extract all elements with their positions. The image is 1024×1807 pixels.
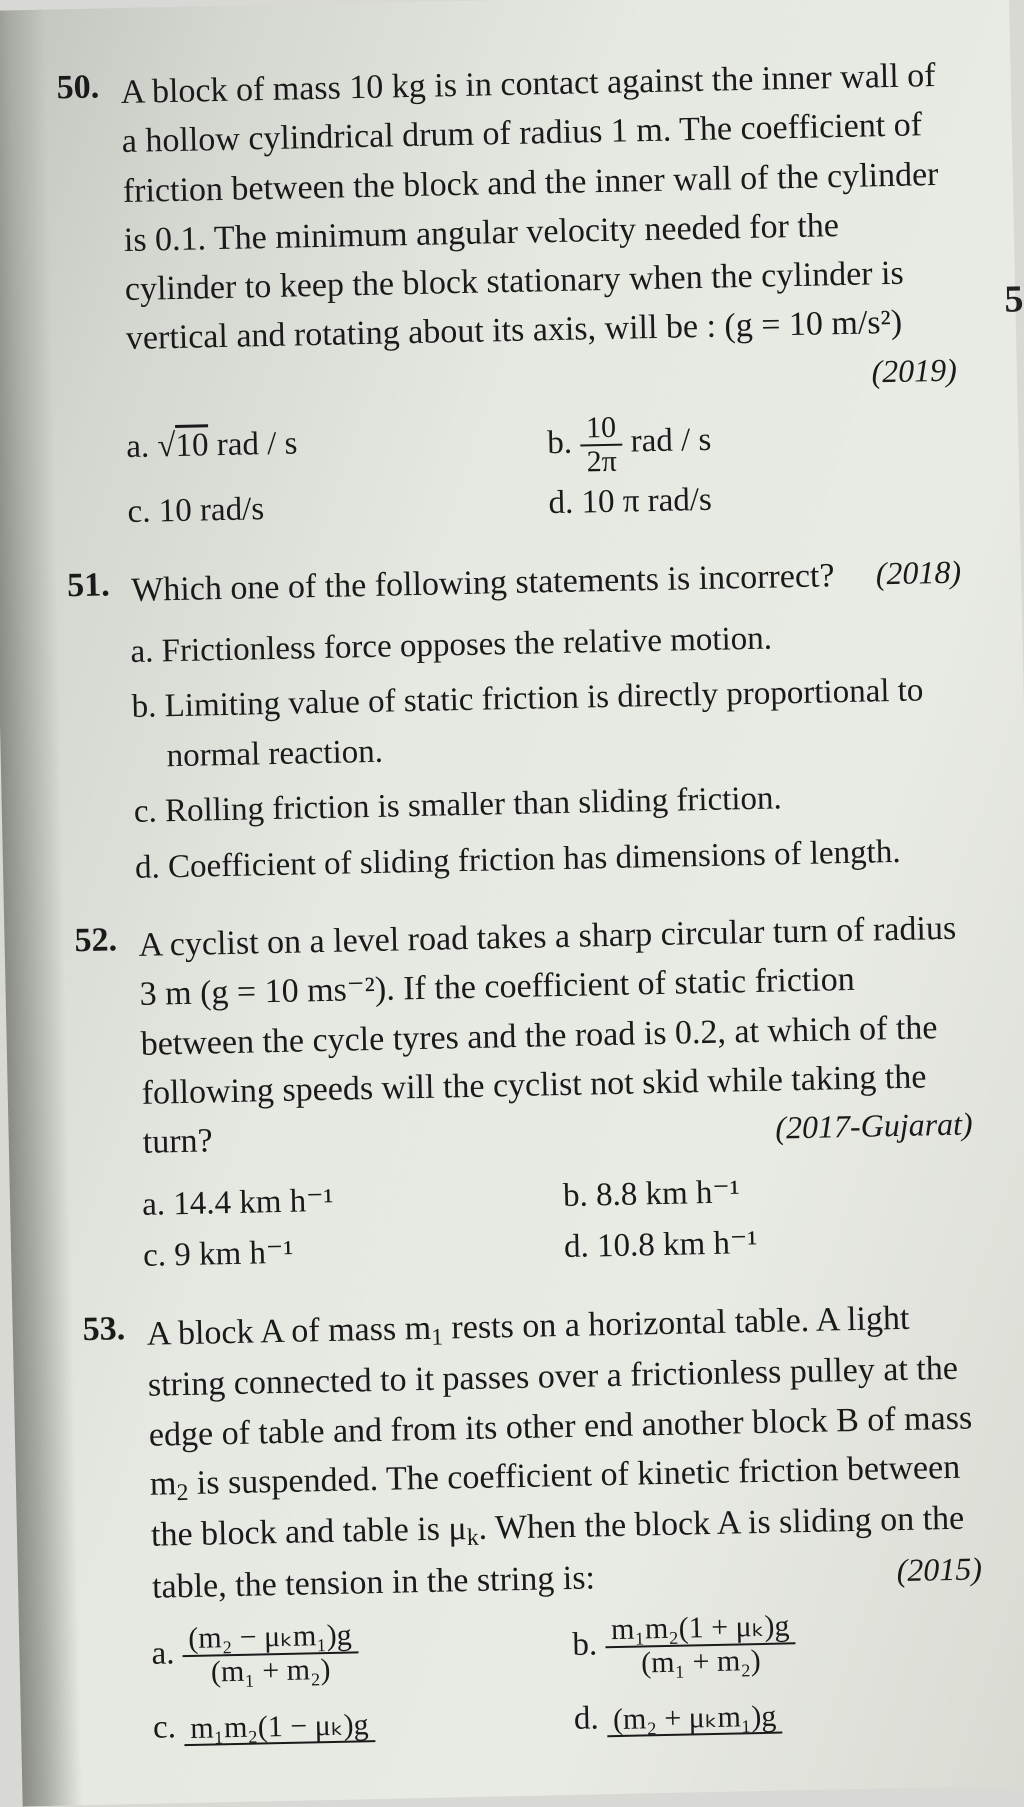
question-text: A cyclist on a level road takes a sharp … xyxy=(138,904,973,1168)
option-b: b. 8.8 km h⁻¹ xyxy=(562,1162,984,1222)
question-year: (2018) xyxy=(875,549,961,597)
option-a: a. Frictionless force opposes the relati… xyxy=(164,609,1007,676)
question-number: 53. xyxy=(82,1310,143,1349)
fraction: m₁m₂(1 + μₖ)g(m₁ + m₂) xyxy=(605,1610,797,1679)
options: a. Frictionless force opposes the relati… xyxy=(68,610,977,894)
question-body-text: A block of mass 10 kg is in contact agai… xyxy=(120,57,938,357)
question-number: 50. xyxy=(56,68,117,107)
question-number: 51. xyxy=(67,566,128,605)
option-c: c. 10 rad/s xyxy=(127,478,549,538)
option-b: b. Limiting value of static friction is … xyxy=(165,665,1009,782)
question-year: (2017-Gujarat) xyxy=(775,1101,973,1152)
question-51: 51. Which one of the following statement… xyxy=(67,549,978,895)
fraction: (m₂ − μₖm₁)g(m₁ + m₂) xyxy=(182,1620,359,1689)
options: a. √10 rad / s b. 102π rad / s c. 10 rad… xyxy=(64,405,970,540)
question-number: 52. xyxy=(74,921,135,960)
question-year: (2015) xyxy=(896,1545,982,1593)
question-year: (2019) xyxy=(871,346,957,394)
option-b: b. m₁m₂(1 + μₖ)g(m₁ + m₂) xyxy=(572,1606,994,1680)
option-d: d. 10.8 km h⁻¹ xyxy=(564,1213,986,1273)
fraction-partial: (m₂ + μₖm₁)g xyxy=(607,1700,783,1737)
question-53: 53. A block A of mass m1 rests on a hori… xyxy=(82,1292,995,1755)
question-text: A block A of mass m1 rests on a horizont… xyxy=(146,1292,982,1612)
textbook-page: 5 50. A block of mass 10 kg is in contac… xyxy=(0,0,1024,1806)
option-a: a. (m₂ − μₖm₁)g(m₁ + m₂) xyxy=(151,1615,573,1689)
page-edge-glyph: 5 xyxy=(1004,277,1024,321)
option-a: a. √10 rad / s xyxy=(126,413,548,487)
option-d: d. Coefficient of sliding friction has d… xyxy=(169,825,1012,892)
fraction: 102π xyxy=(580,412,624,478)
question-text: A block of mass 10 kg is in contact agai… xyxy=(120,51,957,410)
option-c: c. 9 km h⁻¹ xyxy=(143,1222,565,1282)
option-b: b. 102π rad / s xyxy=(547,405,969,479)
fraction-partial: m₁m₂(1 − μₖ)g xyxy=(184,1709,375,1746)
question-52: 52. A cyclist on a level road takes a sh… xyxy=(74,903,985,1283)
question-50: 50. A block of mass 10 kg is in contact … xyxy=(56,50,970,539)
question-text: Which one of the following statements is… xyxy=(131,549,962,616)
question-body-text: Which one of the following statements is… xyxy=(131,558,835,610)
option-c: c. Rolling friction is smaller than slid… xyxy=(167,770,1010,837)
options: a. (m₂ − μₖm₁)g(m₁ + m₂) b. m₁m₂(1 + μₖ)… xyxy=(89,1606,996,1755)
option-d: d. 10 π rad/s xyxy=(548,470,970,530)
option-a: a. 14.4 km h⁻¹ xyxy=(142,1171,564,1231)
options: a. 14.4 km h⁻¹ b. 8.8 km h⁻¹ c. 9 km h⁻¹… xyxy=(80,1162,986,1283)
option-d: d. (m₂ + μₖm₁)g xyxy=(573,1685,995,1745)
option-c: c. m₁m₂(1 − μₖ)g xyxy=(153,1694,575,1754)
